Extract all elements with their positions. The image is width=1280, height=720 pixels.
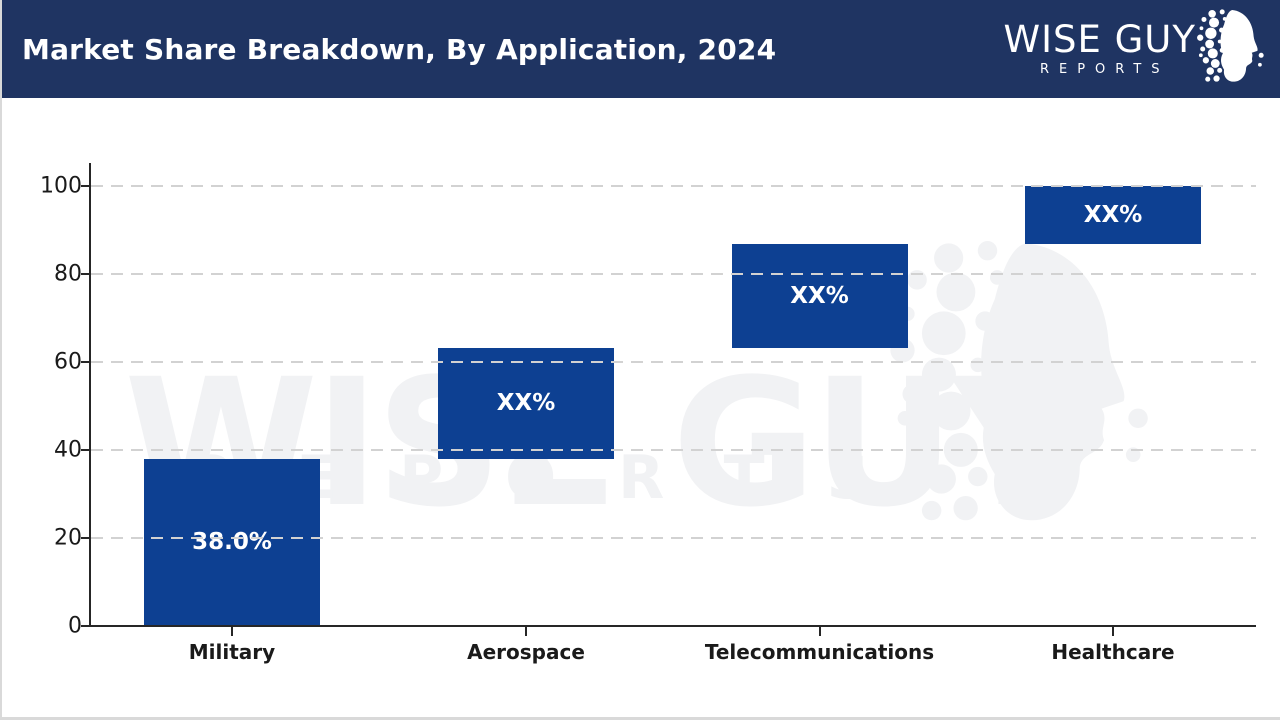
gridline-20 (91, 537, 1256, 539)
bar-aerospace: XX% (438, 347, 614, 459)
x-axis-tick (818, 627, 821, 636)
gridline-100 (91, 185, 1256, 187)
bar-value-label: XX% (1083, 202, 1143, 229)
y-tick-label: 40 (54, 437, 82, 463)
category-label-telecommunications: Telecommunications (704, 640, 935, 664)
bar-military: 38.0% (144, 458, 320, 626)
wiseguy-face-icon (1197, 9, 1264, 82)
bar-value-label: 38.0% (192, 529, 272, 556)
y-axis-line (89, 163, 91, 626)
y-axis-tick (81, 185, 90, 187)
x-axis-line (87, 625, 1256, 627)
watermark-face-icon (890, 241, 1148, 521)
chart-area: WISE GUY REPORTS 0 20 40 60 80 100 38.0% Milita… (2, 98, 1280, 717)
logo-wordmark: WISE GUY (1003, 18, 1196, 61)
chart-title: Market Share Breakdown, By Application, … (22, 32, 777, 66)
bar-value-label: XX% (790, 282, 849, 309)
header-bar: Market Share Breakdown, By Application, … (2, 0, 1280, 98)
y-tick-label: 80 (54, 261, 82, 287)
x-axis-tick (525, 627, 527, 636)
y-tick-label: 20 (54, 525, 82, 551)
bar-value-label: XX% (496, 390, 556, 417)
y-axis-tick (81, 625, 90, 627)
y-tick-label: 60 (54, 349, 82, 375)
gridline-60 (91, 361, 1256, 363)
category-label-military: Military (188, 640, 276, 664)
logo-subtitle: REPORTS (1039, 62, 1170, 77)
wiseguy-logo: WISE GUY REPORTS (1004, 5, 1270, 93)
category-label-healthcare: Healthcare (1051, 640, 1175, 664)
bar-healthcare: XX% (1025, 186, 1201, 245)
y-axis-tick (81, 537, 90, 539)
gridline-80 (91, 273, 1256, 275)
y-axis-tick (81, 449, 90, 451)
gridline-40 (91, 449, 1256, 451)
y-axis-tick (81, 273, 90, 275)
y-tick-label: 0 (68, 613, 82, 639)
x-axis-tick (231, 627, 233, 636)
x-axis-tick (1112, 627, 1114, 636)
bar-telecommunications: XX% (731, 244, 908, 348)
y-tick-label: 100 (40, 173, 82, 199)
y-axis-tick (81, 361, 90, 363)
category-label-aerospace: Aerospace (467, 640, 585, 664)
